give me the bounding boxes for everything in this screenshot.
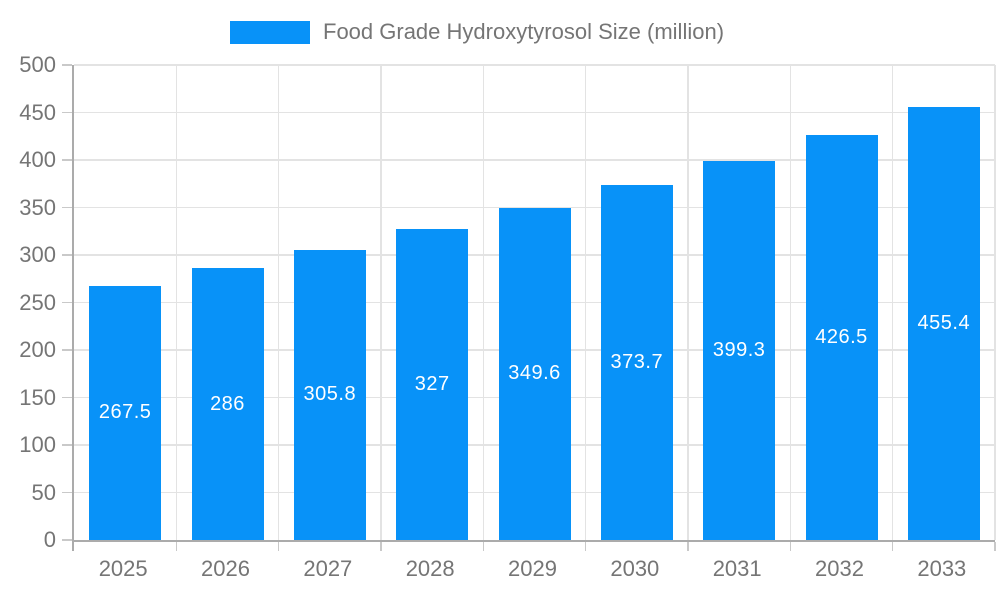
x-tick (277, 542, 280, 551)
v-gridline (584, 65, 587, 540)
v-gridline (789, 65, 792, 540)
x-tick (72, 542, 74, 551)
bar-value-label: 305.8 (303, 383, 357, 406)
bar-value-label: 399.3 (712, 338, 766, 361)
h-gridline (74, 206, 995, 209)
x-tick-label: 2030 (610, 556, 660, 581)
v-gridline (175, 65, 178, 540)
bar-value-label: 349.6 (508, 362, 561, 385)
legend-swatch-icon (230, 20, 310, 44)
y-tick-label: 400 (19, 147, 56, 172)
y-tick (62, 64, 72, 66)
x-tick (891, 542, 894, 551)
y-tick (62, 301, 72, 304)
y-tick (62, 254, 72, 256)
x-tick (482, 542, 485, 551)
y-tick (62, 396, 72, 399)
v-gridline (891, 65, 894, 540)
y-tick-label: 50 (31, 479, 56, 505)
y-tick (62, 159, 72, 161)
v-gridline (277, 65, 280, 540)
y-tick-label: 200 (19, 337, 56, 362)
y-tick-label: 450 (19, 99, 56, 125)
h-gridline (74, 111, 995, 114)
x-tick (994, 542, 996, 551)
x-tick (380, 542, 382, 551)
legend[interactable]: Food Grade Hydroxytyrosol Size (million) (230, 19, 724, 45)
y-tick (62, 349, 72, 351)
bar-value-label: 373.7 (610, 351, 664, 373)
bar[interactable]: 327 (396, 229, 469, 540)
y-tick-label: 300 (19, 242, 56, 267)
bar[interactable]: 349.6 (498, 207, 571, 540)
bar[interactable]: 305.8 (293, 249, 366, 540)
x-tick-label: 2028 (405, 556, 455, 581)
x-tick-label: 2031 (712, 556, 762, 581)
x-tick-label: 2026 (201, 556, 250, 581)
v-gridline (687, 65, 689, 540)
bar[interactable]: 267.5 (89, 285, 162, 540)
x-tick-label: 2029 (508, 556, 557, 581)
x-tick (175, 542, 178, 551)
x-tick (584, 542, 587, 551)
x-tick-label: 2025 (98, 556, 148, 581)
y-tick-label: 250 (19, 289, 56, 315)
bar-value-label: 455.4 (917, 312, 971, 335)
y-tick (62, 539, 72, 541)
x-tick-label: 2027 (303, 556, 353, 581)
v-gridline (994, 65, 996, 540)
bar-value-label: 426.5 (815, 325, 868, 348)
y-tick-label: 150 (19, 384, 56, 410)
y-tick (62, 206, 72, 209)
y-tick (62, 444, 72, 446)
h-gridline (74, 64, 995, 66)
v-gridline (380, 65, 382, 540)
y-tick-label: 500 (19, 52, 56, 77)
bar-value-label: 327 (414, 373, 450, 396)
bar-value-label: 286 (210, 392, 245, 415)
bar[interactable]: 399.3 (703, 160, 776, 540)
h-gridline (74, 159, 995, 161)
y-tick-label: 350 (19, 194, 56, 220)
y-tick-label: 0 (43, 527, 56, 552)
bar[interactable]: 373.7 (600, 185, 673, 540)
y-tick-label: 100 (19, 432, 56, 457)
bar-value-label: 267.5 (98, 401, 152, 424)
plot-area: 267.5 286 305.8 327 349.6 373.7 399.3 426.5 455.… (62, 64, 996, 551)
bar[interactable]: 455.4 (907, 107, 980, 540)
bar[interactable]: 286 (191, 268, 264, 540)
x-tick-label: 2032 (815, 556, 864, 581)
x-tick (687, 542, 689, 551)
v-gridline (482, 65, 485, 540)
x-tick-label: 2033 (917, 556, 967, 581)
x-tick (789, 542, 792, 551)
y-tick (62, 111, 72, 114)
y-tick (62, 491, 72, 494)
legend-label: Food Grade Hydroxytyrosol Size (million) (323, 19, 725, 44)
bar[interactable]: 426.5 (805, 134, 878, 540)
